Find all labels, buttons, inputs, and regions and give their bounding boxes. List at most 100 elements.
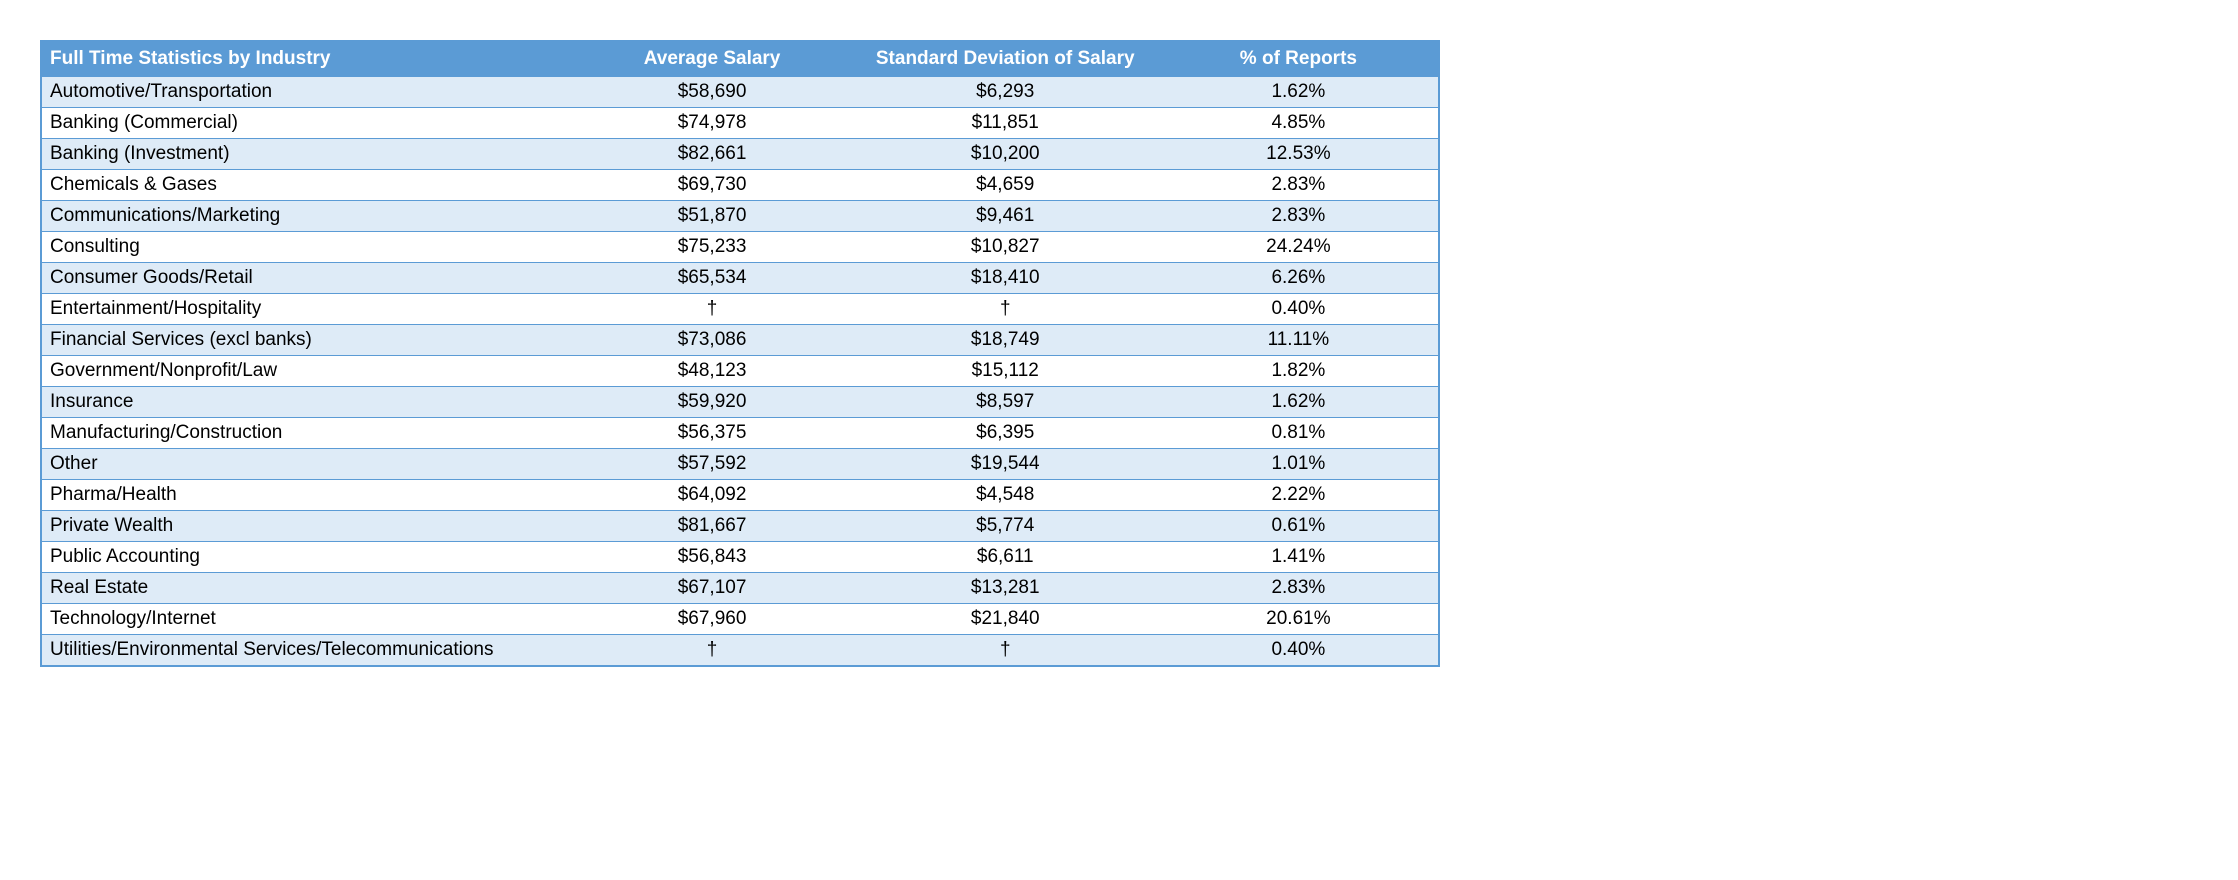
cell-pct: 24.24% <box>1159 232 1438 263</box>
cell-stddev: $10,200 <box>852 139 1159 170</box>
cell-avg: $48,123 <box>572 356 851 387</box>
col-header-stddev: Standard Deviation of Salary <box>852 42 1159 77</box>
col-header-pct: % of Reports <box>1159 42 1438 77</box>
cell-avg: $56,843 <box>572 542 851 573</box>
table-row: Private Wealth$81,667$5,7740.61% <box>42 511 1438 542</box>
cell-avg: $69,730 <box>572 170 851 201</box>
cell-stddev: $11,851 <box>852 108 1159 139</box>
table-row: Consulting$75,233$10,82724.24% <box>42 232 1438 263</box>
cell-avg: $58,690 <box>572 77 851 108</box>
cell-pct: 0.61% <box>1159 511 1438 542</box>
cell-pct: 11.11% <box>1159 325 1438 356</box>
table-row: Government/Nonprofit/Law$48,123$15,1121.… <box>42 356 1438 387</box>
cell-industry: Pharma/Health <box>42 480 572 511</box>
table-row: Pharma/Health$64,092$4,5482.22% <box>42 480 1438 511</box>
cell-avg: $67,107 <box>572 573 851 604</box>
salary-stats-table-container: Full Time Statistics by Industry Average… <box>40 40 1440 667</box>
cell-stddev: $6,293 <box>852 77 1159 108</box>
table-row: Consumer Goods/Retail$65,534$18,4106.26% <box>42 263 1438 294</box>
table-row: Banking (Investment)$82,661$10,20012.53% <box>42 139 1438 170</box>
col-header-industry: Full Time Statistics by Industry <box>42 42 572 77</box>
cell-industry: Private Wealth <box>42 511 572 542</box>
salary-stats-table: Full Time Statistics by Industry Average… <box>42 42 1438 665</box>
cell-avg: $59,920 <box>572 387 851 418</box>
cell-avg: $57,592 <box>572 449 851 480</box>
cell-avg: $51,870 <box>572 201 851 232</box>
table-row: Utilities/Environmental Services/Telecom… <box>42 635 1438 666</box>
cell-industry: Real Estate <box>42 573 572 604</box>
cell-industry: Banking (Investment) <box>42 139 572 170</box>
table-row: Technology/Internet$67,960$21,84020.61% <box>42 604 1438 635</box>
cell-stddev: $9,461 <box>852 201 1159 232</box>
cell-industry: Manufacturing/Construction <box>42 418 572 449</box>
cell-avg: $65,534 <box>572 263 851 294</box>
cell-stddev: $15,112 <box>852 356 1159 387</box>
cell-industry: Chemicals & Gases <box>42 170 572 201</box>
table-body: Automotive/Transportation$58,690$6,2931.… <box>42 77 1438 666</box>
cell-pct: 2.22% <box>1159 480 1438 511</box>
cell-stddev: $5,774 <box>852 511 1159 542</box>
cell-stddev: $18,410 <box>852 263 1159 294</box>
cell-industry: Consumer Goods/Retail <box>42 263 572 294</box>
cell-stddev: $10,827 <box>852 232 1159 263</box>
cell-industry: Public Accounting <box>42 542 572 573</box>
cell-industry: Technology/Internet <box>42 604 572 635</box>
cell-industry: Entertainment/Hospitality <box>42 294 572 325</box>
cell-stddev: $6,395 <box>852 418 1159 449</box>
cell-pct: 2.83% <box>1159 573 1438 604</box>
cell-stddev: $18,749 <box>852 325 1159 356</box>
cell-pct: 0.40% <box>1159 635 1438 666</box>
cell-stddev: $19,544 <box>852 449 1159 480</box>
cell-stddev: † <box>852 294 1159 325</box>
cell-industry: Other <box>42 449 572 480</box>
cell-stddev: $8,597 <box>852 387 1159 418</box>
cell-pct: 12.53% <box>1159 139 1438 170</box>
cell-stddev: $21,840 <box>852 604 1159 635</box>
cell-industry: Banking (Commercial) <box>42 108 572 139</box>
cell-avg: $56,375 <box>572 418 851 449</box>
cell-industry: Consulting <box>42 232 572 263</box>
col-header-avg: Average Salary <box>572 42 851 77</box>
cell-pct: 1.82% <box>1159 356 1438 387</box>
table-row: Entertainment/Hospitality††0.40% <box>42 294 1438 325</box>
cell-pct: 1.41% <box>1159 542 1438 573</box>
cell-pct: 1.01% <box>1159 449 1438 480</box>
table-row: Banking (Commercial)$74,978$11,8514.85% <box>42 108 1438 139</box>
table-row: Real Estate$67,107$13,2812.83% <box>42 573 1438 604</box>
cell-pct: 1.62% <box>1159 77 1438 108</box>
table-row: Manufacturing/Construction$56,375$6,3950… <box>42 418 1438 449</box>
cell-avg: $64,092 <box>572 480 851 511</box>
cell-stddev: † <box>852 635 1159 666</box>
cell-stddev: $6,611 <box>852 542 1159 573</box>
cell-avg: $73,086 <box>572 325 851 356</box>
cell-pct: 4.85% <box>1159 108 1438 139</box>
cell-industry: Automotive/Transportation <box>42 77 572 108</box>
cell-pct: 1.62% <box>1159 387 1438 418</box>
cell-avg: † <box>572 635 851 666</box>
table-header-row: Full Time Statistics by Industry Average… <box>42 42 1438 77</box>
cell-avg: $74,978 <box>572 108 851 139</box>
cell-stddev: $13,281 <box>852 573 1159 604</box>
cell-pct: 2.83% <box>1159 170 1438 201</box>
cell-industry: Government/Nonprofit/Law <box>42 356 572 387</box>
table-row: Public Accounting$56,843$6,6111.41% <box>42 542 1438 573</box>
cell-pct: 2.83% <box>1159 201 1438 232</box>
cell-industry: Insurance <box>42 387 572 418</box>
cell-pct: 0.81% <box>1159 418 1438 449</box>
cell-industry: Communications/Marketing <box>42 201 572 232</box>
cell-pct: 0.40% <box>1159 294 1438 325</box>
table-row: Chemicals & Gases$69,730$4,6592.83% <box>42 170 1438 201</box>
cell-industry: Financial Services (excl banks) <box>42 325 572 356</box>
cell-industry: Utilities/Environmental Services/Telecom… <box>42 635 572 666</box>
table-row: Other$57,592$19,5441.01% <box>42 449 1438 480</box>
cell-pct: 20.61% <box>1159 604 1438 635</box>
table-row: Communications/Marketing$51,870$9,4612.8… <box>42 201 1438 232</box>
table-row: Automotive/Transportation$58,690$6,2931.… <box>42 77 1438 108</box>
table-row: Insurance$59,920$8,5971.62% <box>42 387 1438 418</box>
cell-avg: † <box>572 294 851 325</box>
table-row: Financial Services (excl banks)$73,086$1… <box>42 325 1438 356</box>
cell-stddev: $4,548 <box>852 480 1159 511</box>
cell-avg: $82,661 <box>572 139 851 170</box>
cell-avg: $67,960 <box>572 604 851 635</box>
cell-pct: 6.26% <box>1159 263 1438 294</box>
